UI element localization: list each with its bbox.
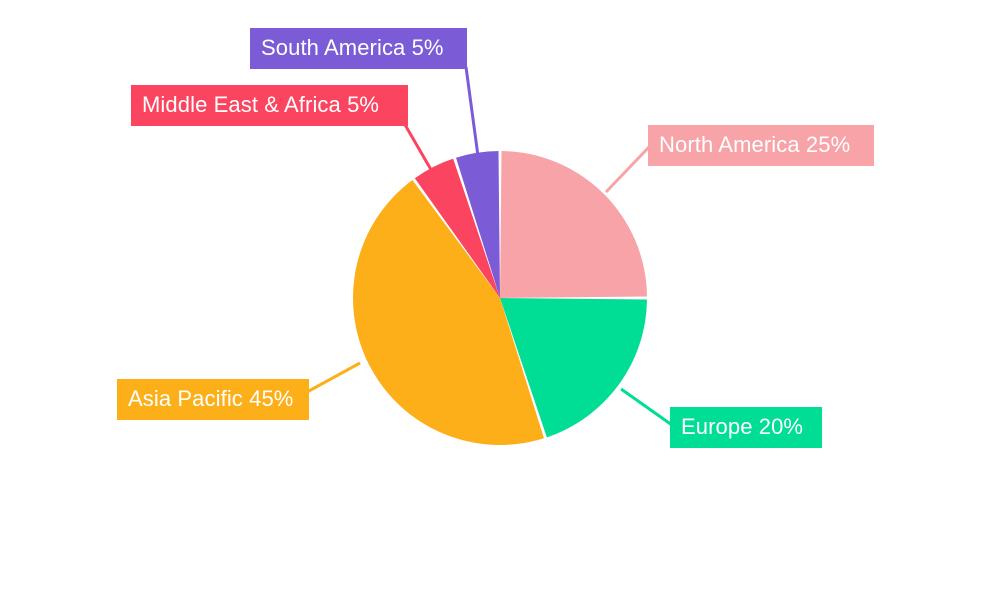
slice-label[interactable]: South America 5% — [250, 28, 467, 69]
pie-slice[interactable] — [500, 151, 647, 298]
slice-leader-line — [306, 361, 361, 394]
slice-label[interactable]: Europe 20% — [670, 407, 822, 448]
pie-slice[interactable] — [353, 179, 544, 445]
pie-slices-group — [353, 151, 647, 445]
slice-label[interactable]: Middle East & Africa 5% — [131, 85, 408, 126]
pie-slice[interactable] — [456, 151, 500, 298]
slice-leader-line — [464, 66, 480, 157]
slice-label[interactable]: Asia Pacific 45% — [117, 379, 309, 420]
pie-slice[interactable] — [414, 158, 500, 298]
slice-leader-line — [604, 144, 652, 194]
slice-label[interactable]: North America 25% — [648, 125, 874, 166]
pie-slice[interactable] — [500, 298, 647, 438]
slice-leader-line — [620, 387, 673, 427]
